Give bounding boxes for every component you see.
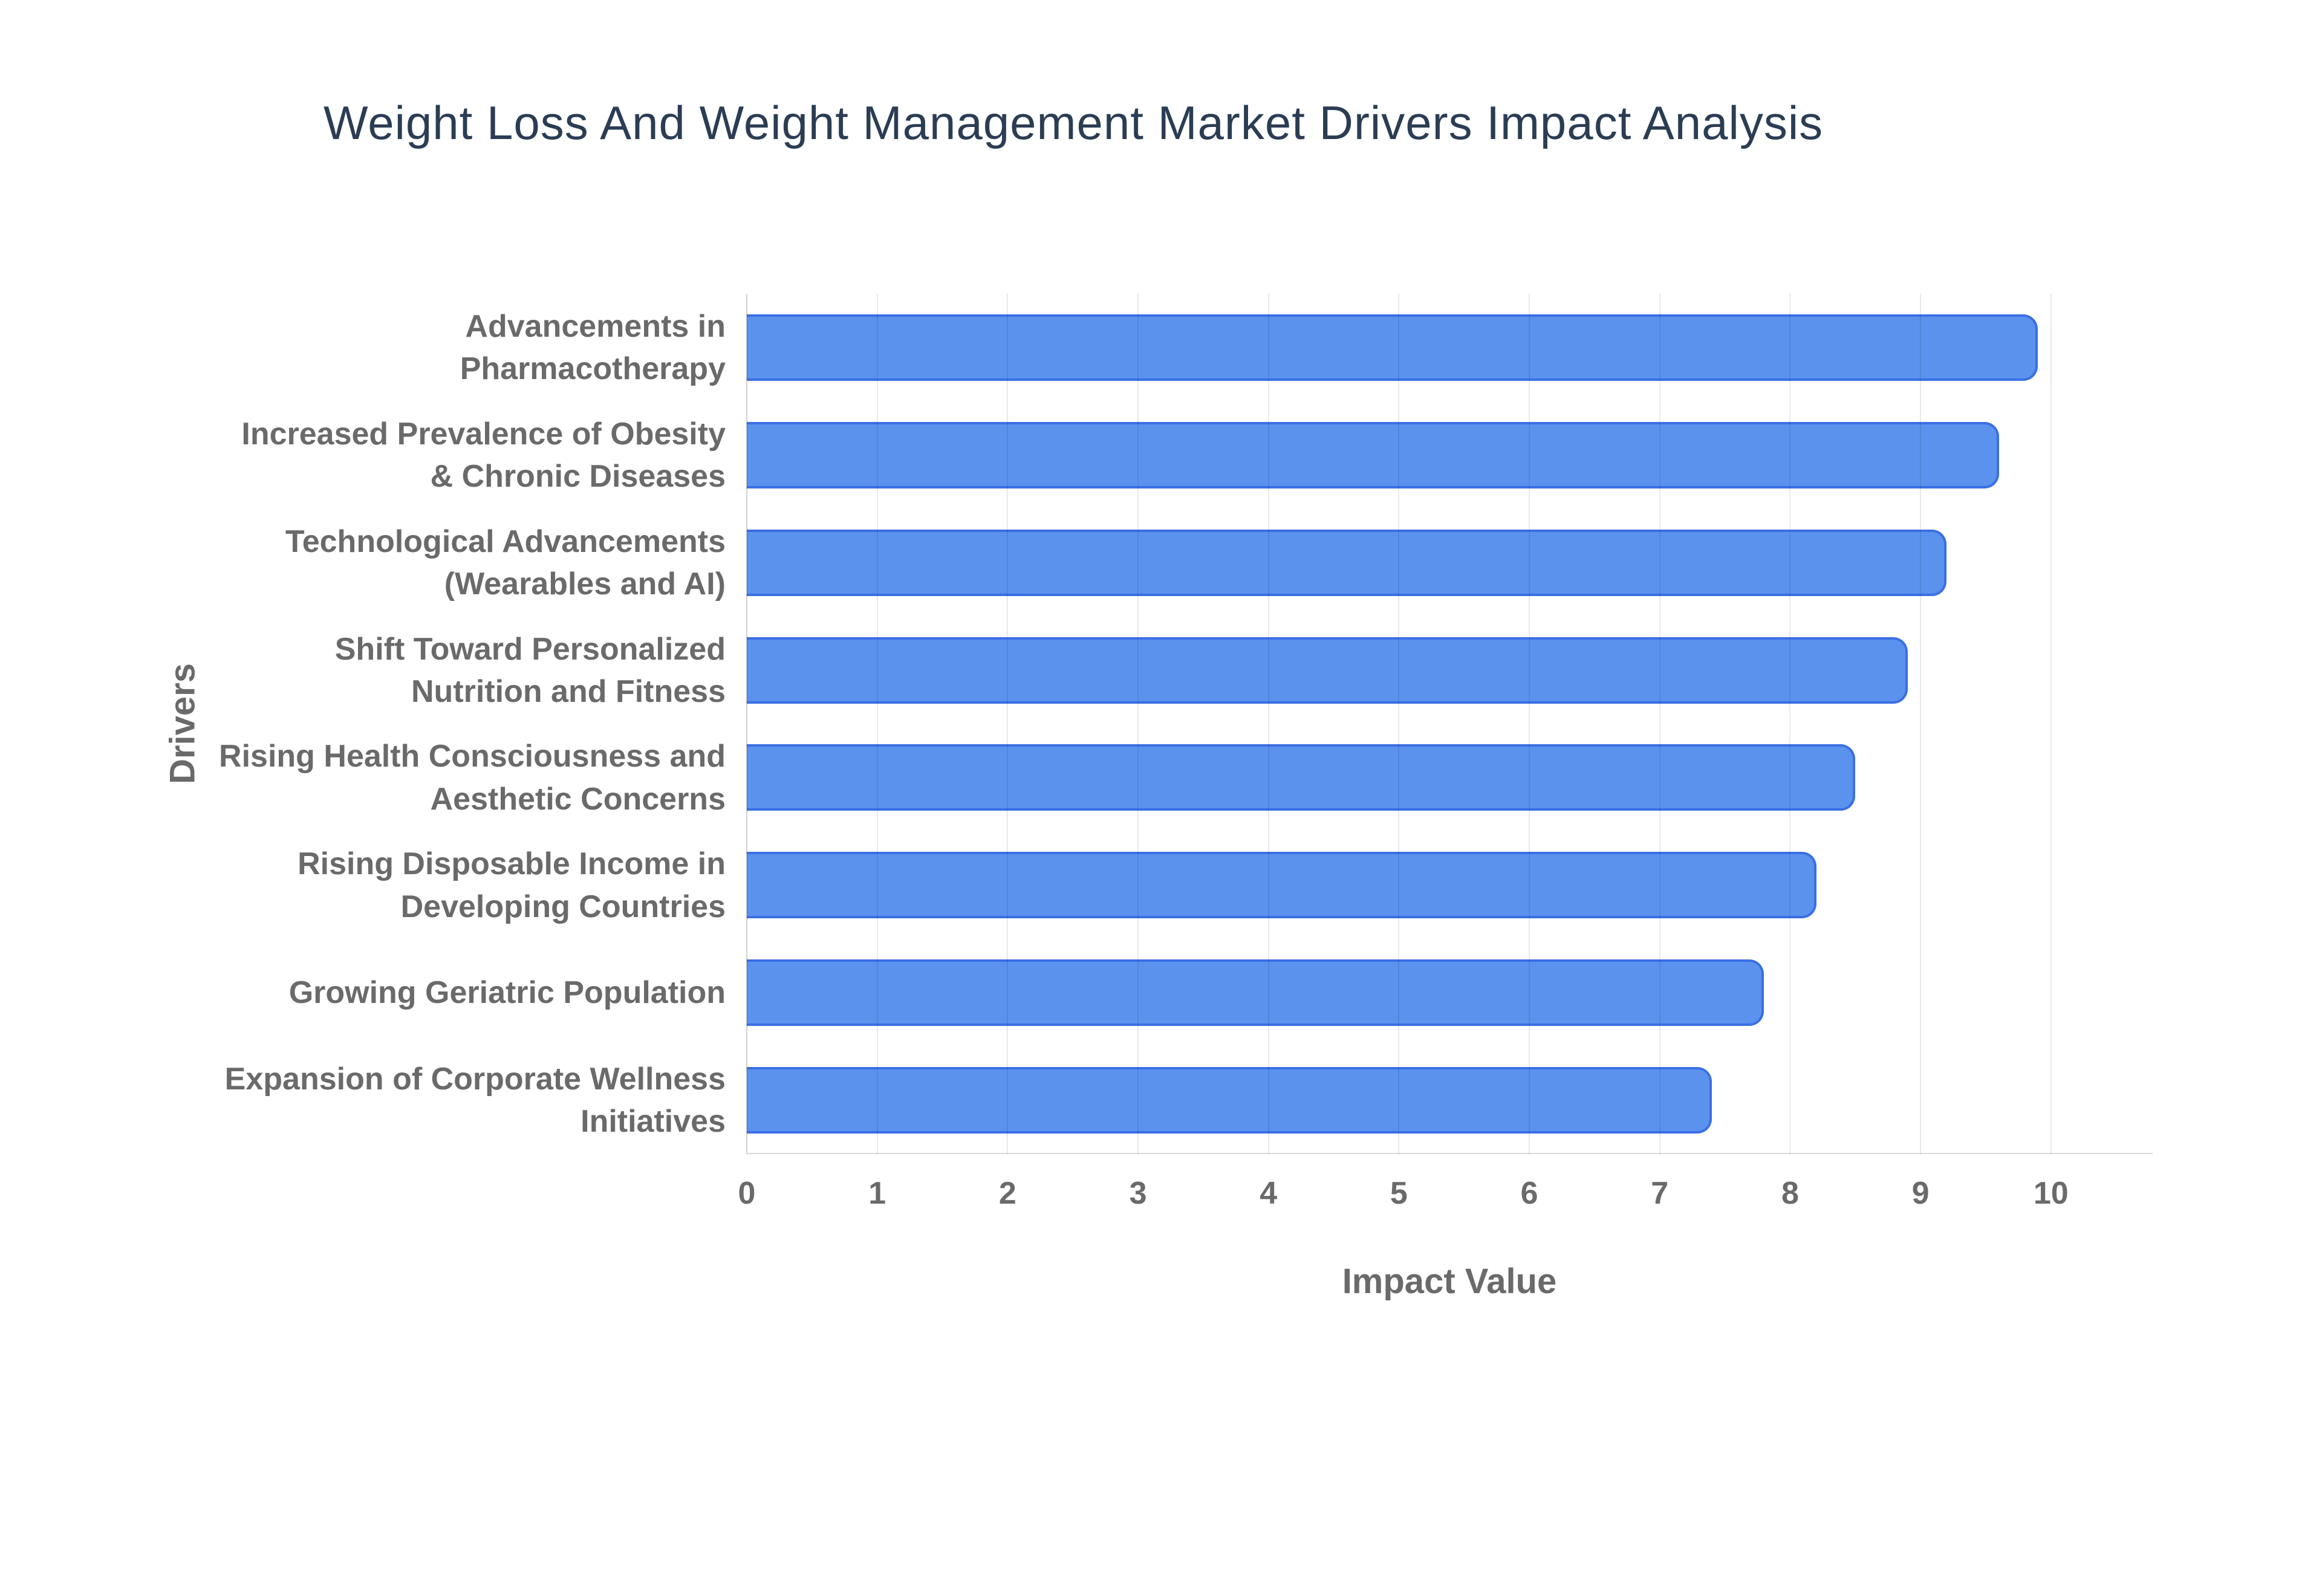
x-axis-title: Impact Value: [1342, 1262, 1557, 1301]
gridline: [1267, 294, 1269, 1154]
bar: [747, 421, 1999, 488]
category-label: Shift Toward Personalized Nutrition and …: [334, 631, 726, 709]
category-label: Rising Disposable Income in Developing C…: [298, 846, 726, 924]
category-label: Increased Prevalence of Obesity & Chroni…: [241, 416, 726, 494]
x-tick-label: 0: [738, 1176, 756, 1211]
gridline: [2050, 294, 2052, 1154]
y-axis-title: Drivers: [163, 663, 203, 784]
y-axis-line: [746, 294, 747, 1154]
bar: [747, 744, 1856, 811]
gridline: [1007, 294, 1009, 1154]
category-label: Advancements in Pharmacotherapy: [460, 308, 726, 386]
category-label: Growing Geriatric Population: [288, 975, 726, 1011]
chart-title: Weight Loss And Weight Management Market…: [324, 96, 1824, 149]
bar: [747, 314, 2038, 381]
x-tick-label: 10: [2033, 1176, 2069, 1211]
bar: [747, 852, 1816, 919]
bar: [747, 959, 1764, 1027]
x-tick-label: 5: [1390, 1176, 1408, 1211]
x-tick-label: 3: [1129, 1176, 1147, 1211]
bar: [747, 1067, 1712, 1134]
x-tick-label: 4: [1260, 1176, 1278, 1211]
x-axis-line: [747, 1153, 2153, 1154]
gridline: [1659, 294, 1660, 1154]
category-label: Expansion of Corporate Wellness Initiati…: [224, 1061, 726, 1140]
plot-area: [746, 294, 2153, 1154]
category-label: Technological Advancements (Wearables an…: [285, 524, 726, 602]
gridline: [1789, 294, 1791, 1154]
bar: [747, 529, 1947, 596]
category-label: Rising Health Consciousness and Aestheti…: [219, 739, 726, 817]
gridline: [1398, 294, 1400, 1154]
x-tick-label: 9: [1911, 1176, 1930, 1211]
x-tick-label: 1: [868, 1176, 886, 1211]
gridline: [1137, 294, 1139, 1154]
gridline: [1920, 294, 1922, 1154]
x-tick-label: 7: [1651, 1176, 1669, 1211]
x-tick-label: 8: [1781, 1176, 1799, 1211]
gridline: [876, 294, 878, 1154]
x-tick-label: 6: [1520, 1176, 1538, 1211]
x-tick-label: 2: [998, 1176, 1016, 1211]
gridline: [1529, 294, 1530, 1154]
bar: [747, 637, 1908, 704]
